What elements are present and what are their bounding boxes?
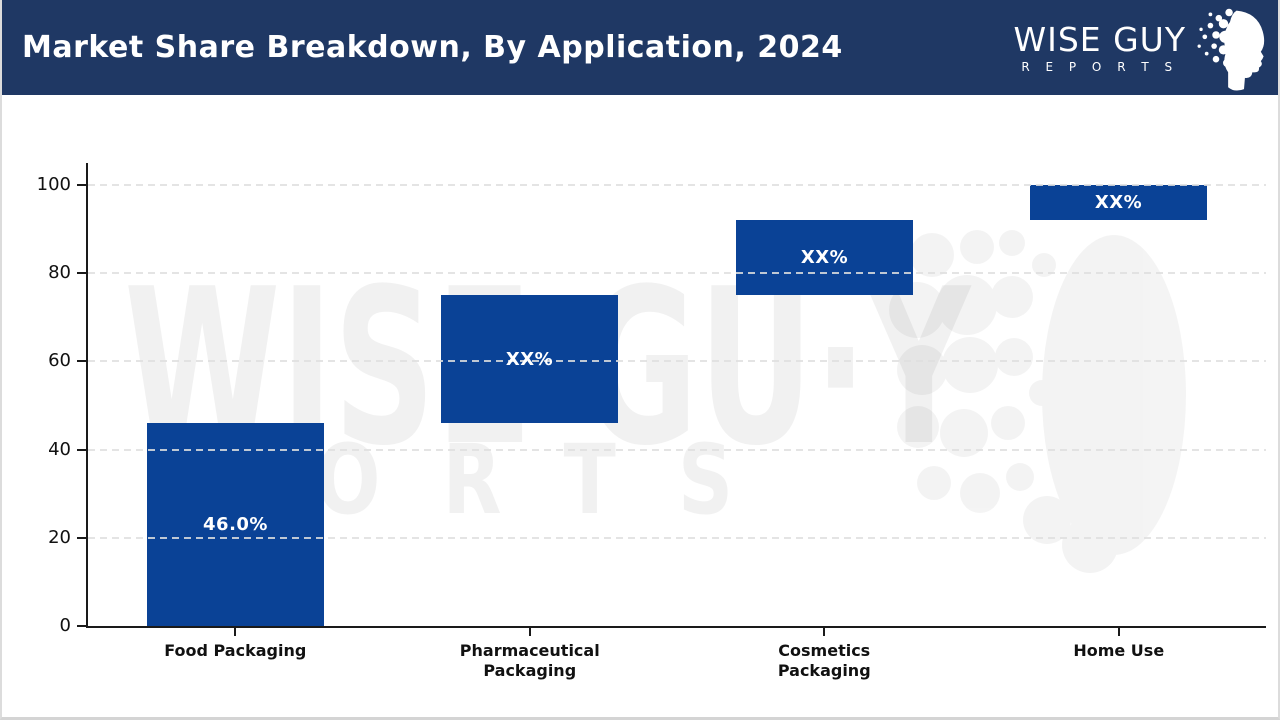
y-tick-label: 80 [48, 262, 71, 284]
bar-value-label: 46.0% [203, 514, 268, 536]
bar-segment [441, 295, 618, 424]
y-axis [86, 163, 88, 628]
gridline [88, 536, 1266, 539]
gridline [88, 360, 1266, 363]
x-axis [86, 626, 1266, 628]
logo-subtitle: R E P O R T S [1021, 59, 1179, 74]
y-tick-label: 40 [48, 438, 71, 460]
bar-segment [147, 423, 324, 626]
logo-name: WISE GUY [1013, 19, 1186, 59]
y-axis-tick [77, 272, 86, 275]
bar-value-label: XX% [1094, 192, 1143, 214]
wise-guy-logo: WISE GUY R E P O R T S [1013, 4, 1278, 92]
y-tick-label: 60 [48, 350, 71, 372]
y-axis-tick [77, 448, 86, 451]
y-tick-label: 0 [59, 615, 71, 636]
x-category-label: Cosmetics Packaging [777, 641, 871, 680]
x-category-label: Pharmaceutical Packaging [459, 641, 600, 680]
y-axis-tick [77, 360, 86, 363]
logo-text: WISE GUY R E P O R T S [1013, 19, 1186, 74]
bar-segment [1030, 185, 1207, 221]
gridline [88, 272, 1266, 275]
page-title: Market Share Breakdown, By Application, … [22, 30, 843, 65]
y-tick-label: 20 [48, 526, 71, 548]
x-axis-tick [528, 628, 531, 636]
y-axis-tick [77, 625, 86, 627]
x-category-label: Food Packaging [164, 641, 307, 660]
bar-value-label: XX% [800, 247, 849, 269]
y-axis-tick [77, 536, 86, 539]
x-category-label: Home Use [1073, 641, 1165, 660]
gridline [88, 448, 1266, 451]
y-axis-tick [77, 184, 86, 187]
bar-segment [736, 220, 913, 296]
x-axis-tick [823, 628, 826, 636]
x-axis-tick [1117, 628, 1120, 636]
watermark-head-icon [889, 230, 1186, 573]
bar-value-label: XX% [505, 348, 554, 370]
x-axis-tick [234, 628, 237, 636]
gridline [88, 184, 1266, 187]
header-bar: Market Share Breakdown, By Application, … [2, 0, 1278, 95]
dotted-head-icon [1197, 8, 1265, 91]
y-tick-label: 100 [36, 174, 71, 196]
